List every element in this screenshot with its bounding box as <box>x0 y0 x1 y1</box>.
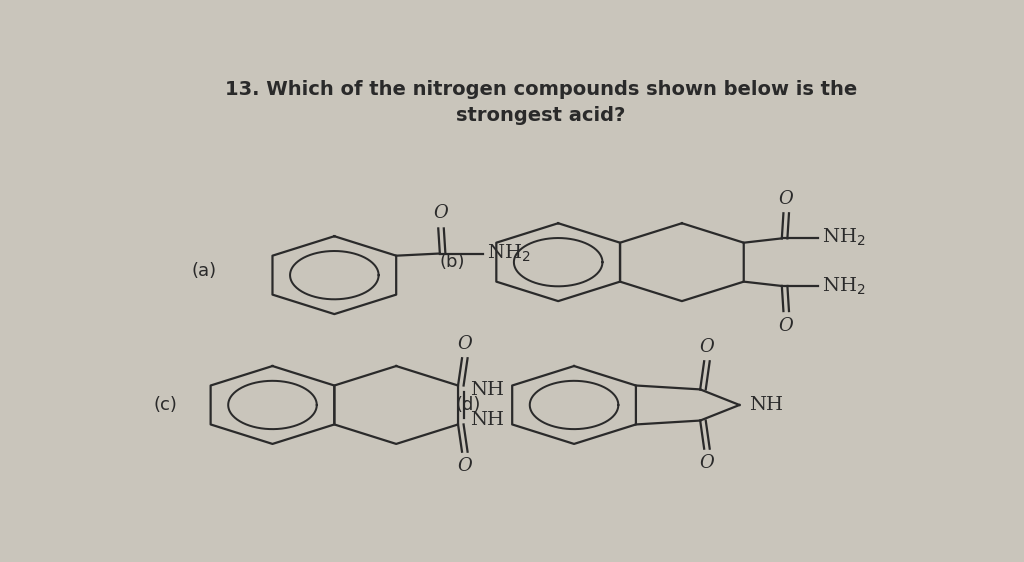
Text: NH$_2$: NH$_2$ <box>487 243 531 264</box>
Text: O: O <box>433 204 449 222</box>
Text: O: O <box>778 189 794 207</box>
Text: O: O <box>778 317 794 335</box>
Text: 13. Which of the nitrogen compounds shown below is the: 13. Which of the nitrogen compounds show… <box>224 80 857 99</box>
Text: NH: NH <box>470 411 504 429</box>
Text: O: O <box>699 454 714 472</box>
Text: NH$_2$: NH$_2$ <box>821 275 865 297</box>
Text: NH: NH <box>749 396 783 414</box>
Text: NH$_2$: NH$_2$ <box>821 226 865 248</box>
Text: NH: NH <box>470 381 504 399</box>
Text: (c): (c) <box>154 396 177 414</box>
Text: O: O <box>457 334 472 352</box>
Text: (d): (d) <box>455 396 480 414</box>
Text: strongest acid?: strongest acid? <box>456 106 626 125</box>
Text: (a): (a) <box>191 262 217 280</box>
Text: O: O <box>699 338 714 356</box>
Text: O: O <box>457 457 472 475</box>
Text: (b): (b) <box>439 253 465 271</box>
